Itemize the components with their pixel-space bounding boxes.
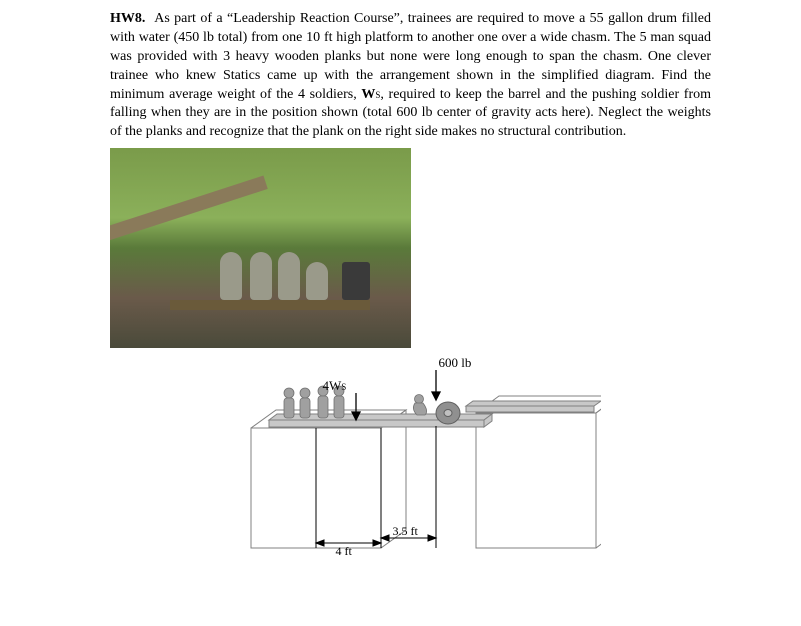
- simplified-diagram: 600 lb 4WS 4 ft 3.5 ft: [221, 358, 601, 573]
- ws-var: W: [361, 87, 375, 102]
- load-600lb-label: 600 lb: [439, 355, 472, 371]
- soldiers-load-prefix: 4W: [323, 378, 342, 393]
- dim-3p5ft: 3.5 ft: [393, 524, 418, 539]
- dim-4ft: 4 ft: [336, 544, 352, 559]
- photo: [110, 148, 411, 348]
- photo-platform: [170, 300, 370, 310]
- photo-barrel: [342, 262, 370, 300]
- photo-soldier: [220, 252, 242, 300]
- soldiers-load-sub: S: [341, 382, 346, 392]
- photo-soldier: [278, 252, 300, 300]
- soldiers-load-label: 4WS: [323, 378, 347, 394]
- problem-statement: HW8. As part of a “Leadership Reaction C…: [110, 10, 711, 142]
- problem-label: HW8.: [110, 11, 145, 26]
- photo-soldier: [250, 252, 272, 300]
- photo-plank: [110, 176, 268, 245]
- photo-soldier: [306, 262, 328, 300]
